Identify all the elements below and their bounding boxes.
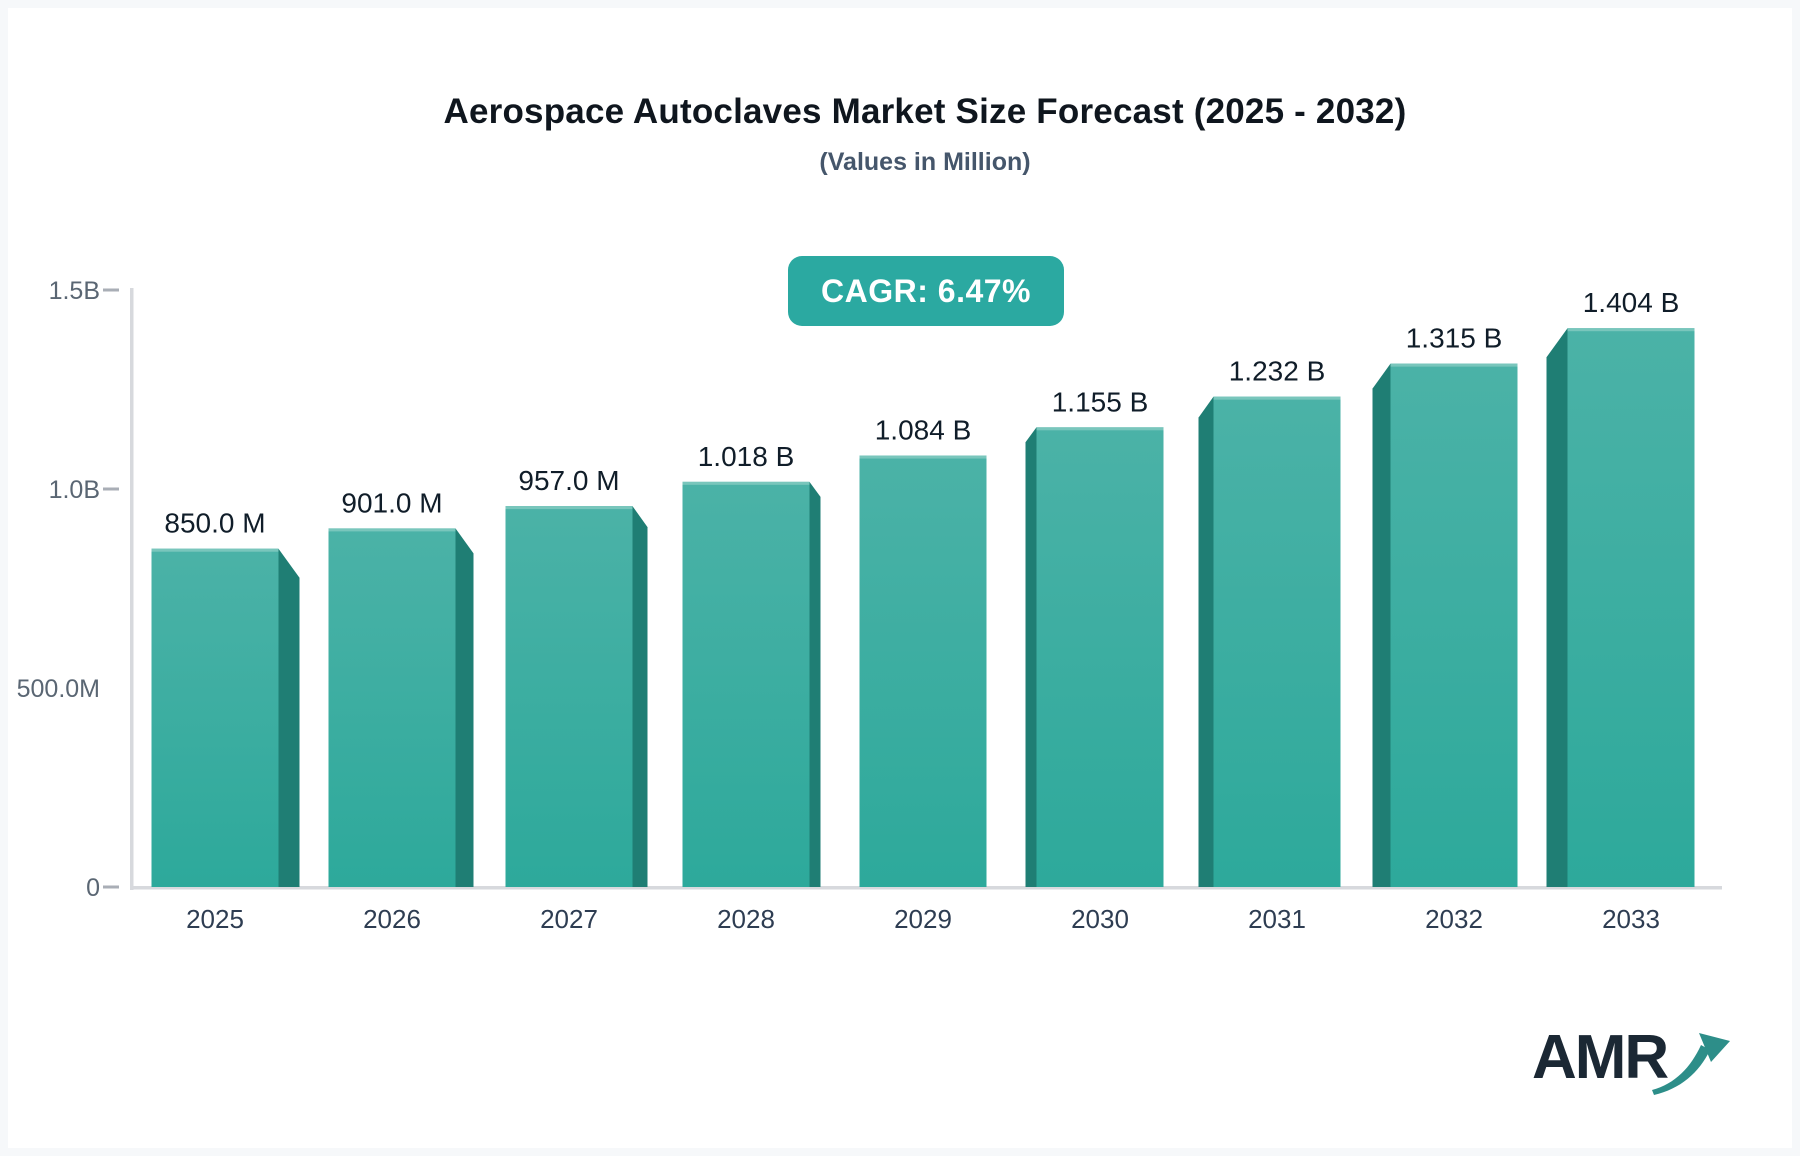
bar-side-face	[1025, 427, 1037, 887]
chart-title: Aerospace Autoclaves Market Size Forecas…	[443, 92, 1407, 131]
cagr-badge: CAGR: 6.47%	[788, 256, 1064, 326]
bar-top-edge	[505, 506, 633, 510]
bar-side-face	[809, 481, 821, 887]
bar-side-face	[1546, 328, 1568, 887]
bar	[1567, 328, 1695, 887]
bar-side-face	[278, 548, 300, 887]
bar-value-label: 1.018 B	[698, 441, 795, 472]
bar	[328, 528, 456, 887]
bar-side-face	[1372, 363, 1391, 887]
y-axis-tick	[103, 288, 119, 292]
y-axis-tick	[103, 885, 119, 889]
bar-side-face	[1198, 396, 1214, 887]
growth-arrow-icon	[1652, 1033, 1730, 1095]
bar	[1036, 427, 1164, 887]
bar	[859, 455, 987, 887]
y-axis-tick	[103, 487, 119, 491]
bar-value-label: 1.315 B	[1406, 323, 1503, 354]
cagr-badge-label: CAGR: 6.47%	[821, 272, 1031, 309]
x-tick-label: 2029	[894, 904, 952, 934]
bar	[505, 506, 633, 887]
bar-top-edge	[151, 548, 279, 552]
bar-value-label: 901.0 M	[341, 487, 442, 518]
y-tick-label: 500.0M	[17, 675, 100, 703]
bar	[1390, 363, 1518, 887]
x-tick-label: 2030	[1071, 904, 1129, 934]
y-axis-line	[130, 288, 134, 890]
x-tick-label: 2032	[1425, 904, 1483, 934]
y-tick-label: 1.0B	[49, 476, 100, 504]
bar-top-edge	[682, 481, 810, 485]
x-tick-label: 2027	[540, 904, 598, 934]
bar-top-edge	[1390, 363, 1518, 367]
x-tick-label: 2033	[1602, 904, 1660, 934]
bar-value-label: 1.232 B	[1229, 356, 1326, 387]
x-tick-label: 2028	[717, 904, 775, 934]
bar-side-face	[632, 506, 648, 887]
chart-subtitle: (Values in Million)	[819, 148, 1031, 176]
bar-side-face	[455, 528, 474, 887]
bar-top-edge	[1036, 427, 1164, 431]
bar	[151, 548, 279, 887]
amr-logo: AMR	[1532, 1022, 1730, 1112]
y-tick-label: 1.5B	[49, 277, 100, 305]
y-tick-label: 0	[86, 874, 100, 902]
bar-value-label: 1.084 B	[875, 415, 972, 446]
bar-top-edge	[1213, 396, 1341, 400]
bar-value-label: 957.0 M	[518, 465, 619, 496]
x-tick-label: 2031	[1248, 904, 1306, 934]
x-tick-label: 2026	[363, 904, 421, 934]
bar	[1213, 396, 1341, 887]
bar-top-edge	[1567, 328, 1695, 332]
x-axis-line	[130, 886, 1722, 890]
bar-top-edge	[859, 455, 987, 459]
amr-logo-text: AMR	[1532, 1023, 1669, 1092]
x-tick-label: 2025	[186, 904, 244, 934]
bar-value-label: 1.404 B	[1583, 287, 1680, 318]
bar-top-edge	[328, 528, 456, 532]
bar-value-label: 850.0 M	[164, 508, 265, 539]
bar	[682, 481, 810, 887]
bar-value-label: 1.155 B	[1052, 386, 1149, 417]
